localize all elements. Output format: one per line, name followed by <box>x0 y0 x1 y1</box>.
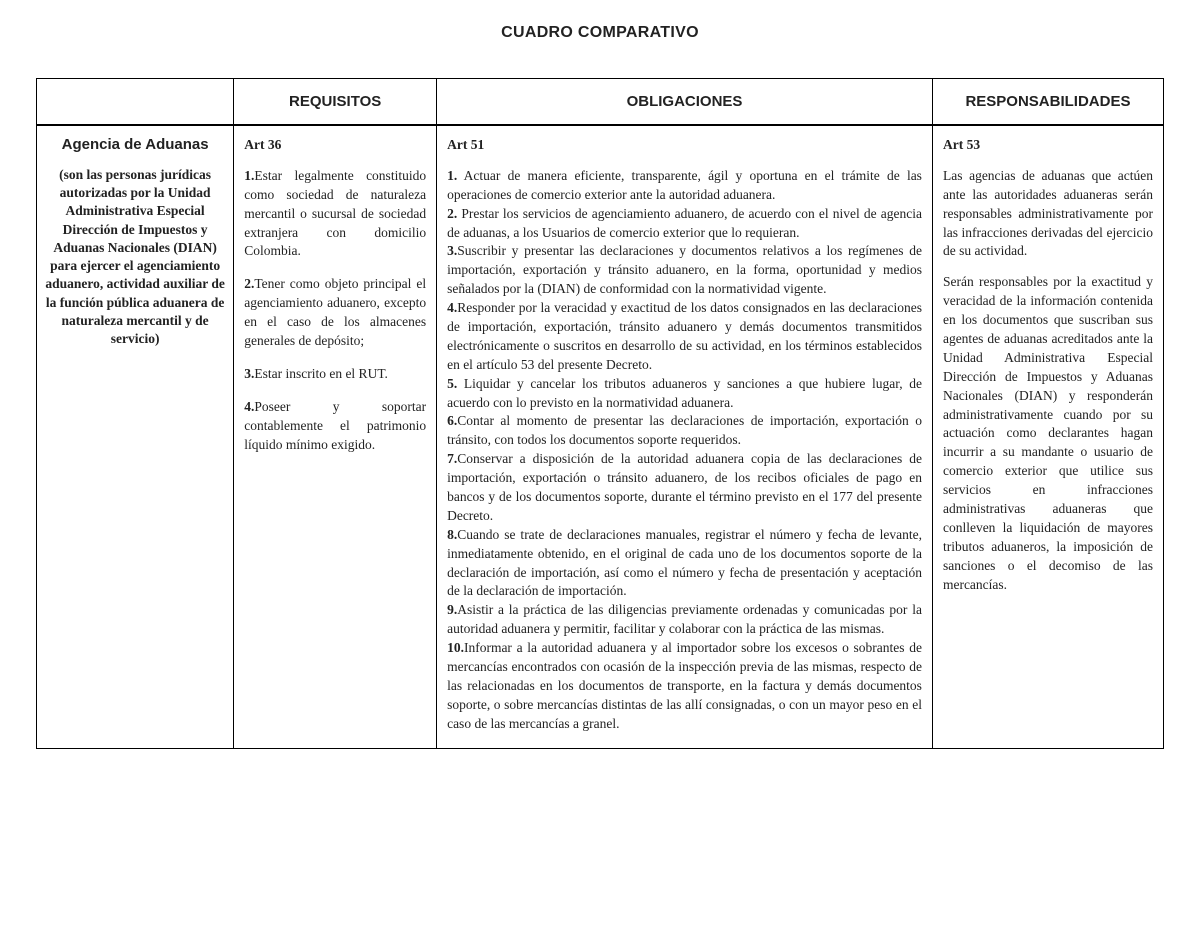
art-obligaciones: Art 51 <box>447 136 922 155</box>
paragraph: Serán responsables por la exactitud y ve… <box>943 273 1153 594</box>
list-item: 2.Tener como objeto principal el agencia… <box>244 275 426 351</box>
list-item-number: 3. <box>447 243 457 258</box>
cell-responsabilidades: Art 53 Las agencias de aduanas que actúe… <box>932 125 1163 748</box>
list-item: 9.Asistir a la práctica de las diligenci… <box>447 601 922 639</box>
page-title: CUADRO COMPARATIVO <box>36 24 1164 42</box>
list-item: 4.Poseer y soportar contablemente el pat… <box>244 398 426 455</box>
list-item: 8.Cuando se trate de declaraciones manua… <box>447 526 922 602</box>
list-item-number: 5. <box>447 376 457 391</box>
list-item-number: 9. <box>447 602 457 617</box>
list-item-number: 1. <box>244 168 254 183</box>
list-item-number: 2. <box>244 276 254 291</box>
list-item-number: 8. <box>447 527 457 542</box>
cell-obligaciones: Art 51 1. Actuar de manera eficiente, tr… <box>437 125 933 748</box>
list-item: 7.Conservar a disposición de la autorida… <box>447 450 922 526</box>
list-item: 5. Liquidar y cancelar los tributos adua… <box>447 375 922 413</box>
list-item: 3.Estar inscrito en el RUT. <box>244 365 426 384</box>
art-responsabilidades: Art 53 <box>943 136 1153 155</box>
requisitos-list: 1.Estar legalmente constituido como soci… <box>244 167 426 455</box>
list-item: 1.Estar legalmente constituido como soci… <box>244 167 426 261</box>
responsabilidades-paragraphs: Las agencias de aduanas que actúen ante … <box>943 167 1153 595</box>
list-item: 6.Contar al momento de presentar las dec… <box>447 412 922 450</box>
header-responsabilidades: RESPONSABILIDADES <box>932 79 1163 126</box>
header-blank <box>37 79 234 126</box>
cell-requisitos: Art 36 1.Estar legalmente constituido co… <box>234 125 437 748</box>
rowhead-title: Agencia de Aduanas <box>45 136 225 154</box>
art-requisitos: Art 36 <box>244 136 426 155</box>
list-item-number: 3. <box>244 366 254 381</box>
table-row: Agencia de Aduanas (son las personas jur… <box>37 125 1164 748</box>
list-item: 1. Actuar de manera eficiente, transpare… <box>447 167 922 205</box>
list-item-number: 1. <box>447 168 457 183</box>
header-obligaciones: OBLIGACIONES <box>437 79 933 126</box>
paragraph: Las agencias de aduanas que actúen ante … <box>943 167 1153 261</box>
comparison-table: REQUISITOS OBLIGACIONES RESPONSABILIDADE… <box>36 78 1164 749</box>
list-item: 4.Responder por la veracidad y exactitud… <box>447 299 922 375</box>
list-item: 3.Suscribir y presentar las declaracione… <box>447 242 922 299</box>
table-header-row: REQUISITOS OBLIGACIONES RESPONSABILIDADE… <box>37 79 1164 126</box>
list-item-number: 4. <box>244 399 254 414</box>
list-item-number: 6. <box>447 413 457 428</box>
list-item-number: 7. <box>447 451 457 466</box>
rowhead-desc: (son las personas jurídicas autorizadas … <box>45 166 225 348</box>
obligaciones-list: 1. Actuar de manera eficiente, transpare… <box>447 167 922 734</box>
list-item: 10.Informar a la autoridad aduanera y al… <box>447 639 922 733</box>
list-item-number: 2. <box>447 206 457 221</box>
list-item-number: 10. <box>447 640 464 655</box>
rowhead-agencia: Agencia de Aduanas (son las personas jur… <box>37 125 234 748</box>
header-requisitos: REQUISITOS <box>234 79 437 126</box>
list-item: 2. Prestar los servicios de agenciamient… <box>447 205 922 243</box>
list-item-number: 4. <box>447 300 457 315</box>
